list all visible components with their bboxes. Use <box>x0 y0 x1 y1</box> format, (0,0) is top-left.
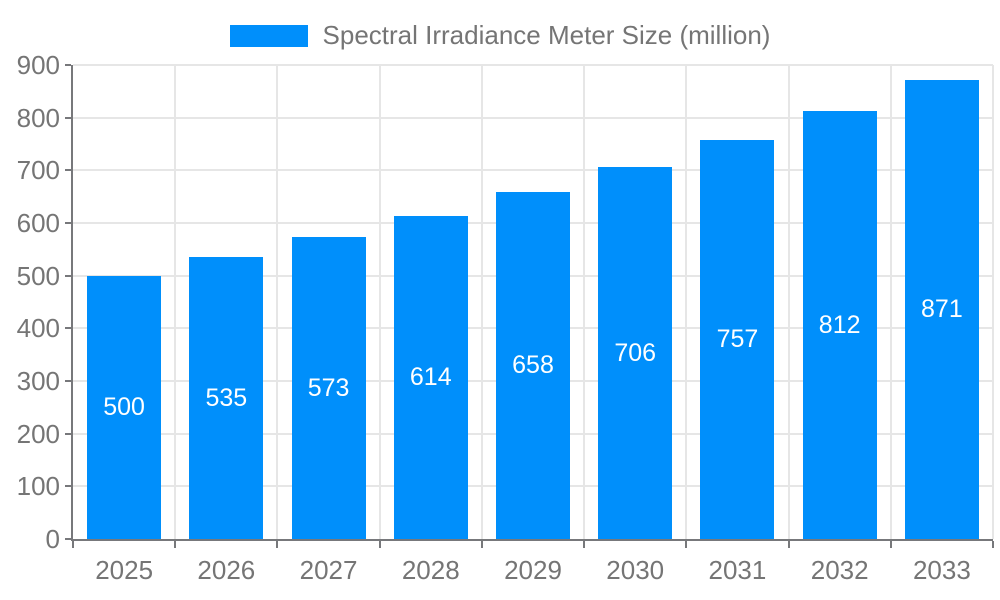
bar-2032[interactable]: 812 <box>802 111 877 539</box>
bar-2029[interactable]: 658 <box>496 192 570 539</box>
y-axis-tick <box>65 274 71 277</box>
x-axis-tick <box>685 541 688 548</box>
gridline-vertical <box>889 65 892 539</box>
x-axis-tick <box>72 541 74 548</box>
bar-value-label: 757 <box>716 325 759 354</box>
gridline-vertical <box>480 65 483 539</box>
y-axis-tick <box>65 485 71 488</box>
x-axis-tick <box>480 541 483 548</box>
y-axis-label: 500 <box>16 260 60 291</box>
bar-2026[interactable]: 535 <box>189 257 264 539</box>
gridline-horizontal <box>73 116 993 119</box>
y-axis-tick <box>65 64 71 66</box>
x-axis-tick <box>174 541 177 548</box>
y-axis-label: 200 <box>16 418 60 449</box>
y-axis-tick <box>65 116 71 119</box>
gridline-vertical <box>276 65 279 539</box>
x-axis-label: 2029 <box>504 555 562 585</box>
bar-value-label: 812 <box>818 310 861 339</box>
gridline-horizontal <box>73 64 993 66</box>
x-axis-label: 2027 <box>299 555 358 585</box>
y-axis-label: 700 <box>16 155 60 186</box>
x-axis-tick <box>276 541 279 548</box>
bar-2025[interactable]: 500 <box>87 275 162 539</box>
y-axis-tick <box>65 169 71 172</box>
x-axis-label: 2025 <box>95 555 154 585</box>
y-axis-tick <box>65 432 71 435</box>
bar-2033[interactable]: 871 <box>904 80 979 539</box>
y-axis-label: 0 <box>45 524 60 554</box>
x-axis-tick <box>787 541 790 548</box>
gridline-vertical <box>992 65 994 539</box>
x-axis-label: 2026 <box>197 555 256 585</box>
bar-2030[interactable]: 706 <box>598 167 673 539</box>
legend-swatch-icon <box>229 24 308 47</box>
y-axis-label: 400 <box>16 313 60 344</box>
legend-label: Spectral Irradiance Meter Size (million) <box>322 20 771 50</box>
bar-value-label: 500 <box>103 392 145 421</box>
x-axis-tick <box>992 541 994 548</box>
x-axis-tick <box>378 541 381 548</box>
gridline-vertical <box>787 65 790 539</box>
x-axis-tick <box>583 541 586 548</box>
x-axis-label: 2030 <box>606 555 665 585</box>
bar-value-label: 871 <box>921 295 963 324</box>
gridline-vertical <box>378 65 381 539</box>
gridline-vertical <box>583 65 586 539</box>
y-axis-label: 100 <box>16 471 60 502</box>
y-axis-tick <box>65 327 71 330</box>
y-axis-label: 600 <box>16 208 60 238</box>
y-axis-label: 900 <box>16 50 60 80</box>
bar-value-label: 535 <box>205 383 248 412</box>
bar-2028[interactable]: 614 <box>393 215 468 539</box>
gridline-vertical <box>174 65 177 539</box>
bar-2027[interactable]: 573 <box>291 237 366 539</box>
x-axis-label: 2032 <box>810 555 869 585</box>
bar-value-label: 706 <box>614 338 657 367</box>
x-axis-label: 2031 <box>708 555 767 585</box>
y-axis-tick <box>65 380 71 382</box>
legend[interactable]: Spectral Irradiance Meter Size (million) <box>0 20 1000 51</box>
x-axis-label: 2028 <box>401 555 460 585</box>
x-axis-line <box>71 539 993 541</box>
bar-value-label: 658 <box>512 351 554 380</box>
gridline-horizontal <box>73 169 993 172</box>
x-axis-label: 2033 <box>912 555 971 585</box>
bar-value-label: 614 <box>409 362 452 391</box>
y-axis-tick <box>65 222 71 224</box>
gridline-vertical <box>685 65 688 539</box>
y-axis-label: 300 <box>16 366 60 396</box>
y-axis-line <box>71 65 73 539</box>
bar-value-label: 573 <box>307 373 350 402</box>
x-axis-tick <box>889 541 892 548</box>
y-axis-label: 800 <box>16 102 60 133</box>
y-axis-tick <box>65 538 71 540</box>
bar-2031[interactable]: 757 <box>700 140 775 539</box>
